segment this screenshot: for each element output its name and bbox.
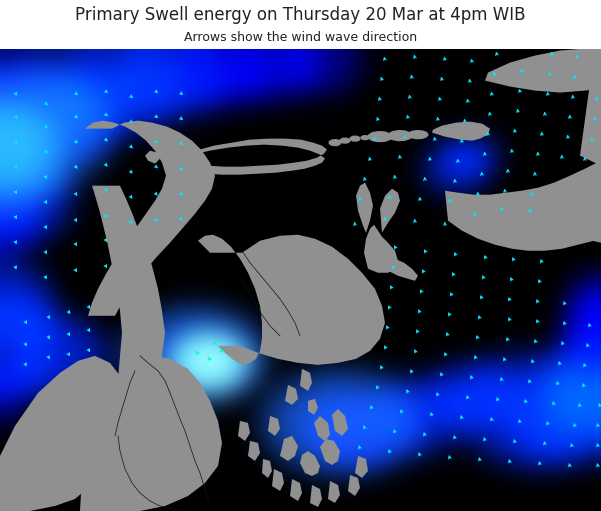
Polygon shape: [314, 416, 330, 441]
Polygon shape: [262, 459, 272, 478]
Polygon shape: [380, 189, 400, 233]
Polygon shape: [300, 369, 312, 391]
Polygon shape: [238, 421, 250, 441]
Polygon shape: [272, 469, 284, 491]
Polygon shape: [268, 416, 280, 436]
Text: Primary Swell energy on Thursday 20 Mar at 4pm WIB: Primary Swell energy on Thursday 20 Mar …: [75, 6, 526, 24]
Polygon shape: [432, 122, 490, 141]
Text: Arrows show the wind wave direction: Arrows show the wind wave direction: [184, 31, 417, 44]
Polygon shape: [300, 451, 320, 476]
Polygon shape: [332, 409, 348, 436]
Polygon shape: [198, 235, 385, 365]
Polygon shape: [348, 475, 360, 496]
Polygon shape: [385, 259, 418, 281]
Polygon shape: [320, 439, 340, 465]
Polygon shape: [328, 481, 340, 503]
Polygon shape: [368, 132, 392, 142]
Polygon shape: [356, 182, 373, 233]
Polygon shape: [92, 185, 165, 431]
Polygon shape: [329, 140, 341, 146]
Polygon shape: [445, 160, 601, 251]
Polygon shape: [580, 81, 601, 166]
Polygon shape: [248, 441, 260, 461]
Polygon shape: [145, 151, 160, 164]
Polygon shape: [80, 356, 222, 511]
Polygon shape: [308, 399, 318, 415]
Polygon shape: [350, 136, 360, 141]
Polygon shape: [0, 356, 132, 511]
Polygon shape: [364, 225, 398, 273]
Polygon shape: [592, 162, 601, 243]
Polygon shape: [355, 456, 368, 478]
Polygon shape: [409, 131, 428, 138]
Polygon shape: [285, 385, 298, 405]
Polygon shape: [310, 485, 322, 507]
Polygon shape: [485, 49, 601, 92]
Polygon shape: [340, 138, 350, 143]
Polygon shape: [361, 135, 369, 140]
Polygon shape: [85, 121, 215, 316]
Polygon shape: [280, 436, 298, 461]
Polygon shape: [388, 131, 412, 141]
Polygon shape: [165, 138, 327, 175]
Polygon shape: [290, 479, 302, 501]
